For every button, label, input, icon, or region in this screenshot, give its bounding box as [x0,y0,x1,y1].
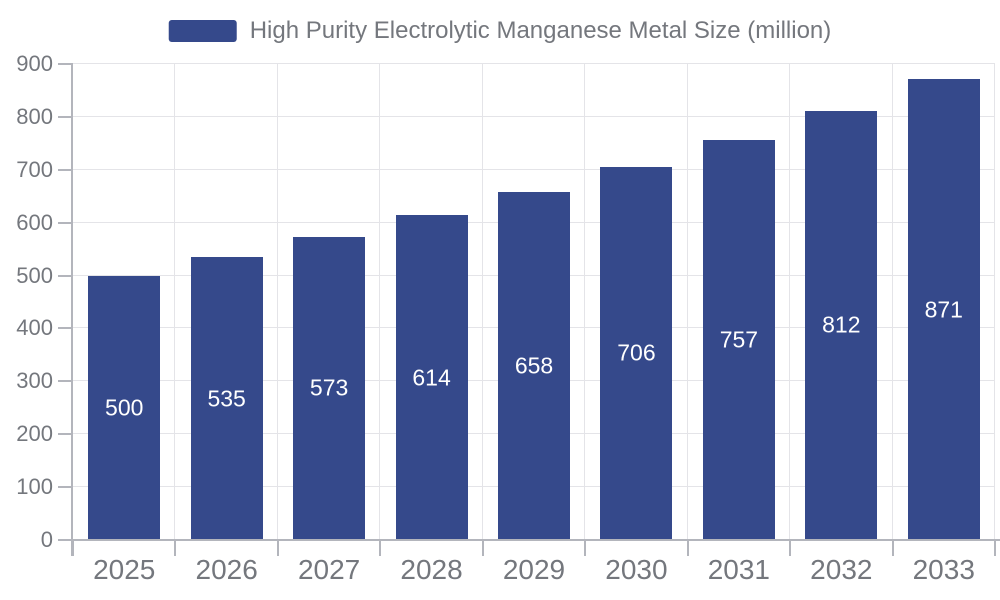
y-axis-tick [58,168,73,171]
bar-value-label: 500 [105,394,144,421]
x-grid-line [891,64,893,540]
y-axis-line [71,64,73,556]
y-axis-label: 900 [16,51,53,76]
x-axis-tick [891,540,894,556]
x-grid-line [379,64,381,540]
bar-value-label: 535 [207,385,246,412]
x-grid-line [481,64,483,540]
x-axis-tick [789,540,792,556]
x-axis-label: 2030 [605,554,668,585]
x-axis-tick [72,540,74,556]
legend-swatch [168,20,237,42]
x-grid-line [276,64,278,540]
y-axis-tick [58,327,73,330]
bar-value-label: 658 [514,352,554,379]
bar-value-label: 757 [719,326,759,353]
bar-2026[interactable]: 535 [190,257,263,540]
y-axis-tick [58,63,73,65]
y-axis-tick [58,221,73,224]
bar-2032[interactable]: 812 [805,110,878,540]
y-axis-tick [58,274,73,277]
bar-2030[interactable]: 706 [600,166,673,540]
bar-value-label: 871 [924,296,963,323]
x-grid-line [789,64,791,540]
y-grid-line [73,168,995,170]
x-axis-line [58,539,1000,541]
y-axis-tick [58,115,73,118]
y-axis-label: 800 [16,103,53,129]
x-axis-tick [276,540,279,556]
bar-2033[interactable]: 871 [907,79,980,540]
y-axis-label: 300 [16,368,53,394]
y-grid-line [73,63,995,65]
y-axis-tick [58,433,73,436]
x-axis-label: 2033 [912,554,975,585]
bar-value-label: 573 [309,374,349,401]
bar-value-label: 706 [617,339,656,366]
y-axis-label: 400 [16,315,53,341]
x-axis-label: 2027 [297,554,361,585]
bar-value-label: 614 [412,364,451,391]
y-axis-label: 0 [40,527,53,552]
x-axis-label: 2026 [195,554,258,585]
y-axis-tick [58,380,73,383]
x-axis-label: 2028 [400,554,463,585]
y-axis-label: 600 [16,209,53,235]
x-axis-label: 2029 [502,554,566,585]
x-grid-line [584,64,586,540]
y-axis-label: 200 [16,421,53,447]
y-axis-label: 700 [16,156,53,182]
y-axis-label: 100 [16,474,53,500]
x-axis-tick [379,540,382,556]
y-grid-line [73,115,995,117]
x-grid-line [686,64,688,540]
bar-2025[interactable]: 500 [88,275,161,540]
x-axis-label: 2032 [810,554,873,585]
bar-2027[interactable]: 573 [293,236,366,540]
plot-area: 500 535 573 614 658 706 757 812 871 [73,63,995,540]
x-axis-tick [686,540,689,556]
x-axis-tick [481,540,484,556]
bar-value-label: 812 [822,311,861,338]
y-axis-label: 500 [16,262,53,288]
x-axis-tick [584,540,587,556]
x-axis-tick [994,540,996,556]
bar-2028[interactable]: 614 [395,215,468,540]
bar-2029[interactable]: 658 [498,192,570,540]
legend-item[interactable]: High Purity Electrolytic Manganese Metal… [168,17,832,45]
x-grid-line [174,64,176,540]
x-axis-tick [174,540,177,556]
x-grid-line [994,64,995,540]
x-axis-label: 2025 [93,554,156,585]
x-axis-label: 2031 [707,554,771,585]
legend-label: High Purity Electrolytic Manganese Metal… [249,17,832,44]
bar-2031[interactable]: 757 [702,139,775,540]
y-axis-tick [58,486,73,489]
